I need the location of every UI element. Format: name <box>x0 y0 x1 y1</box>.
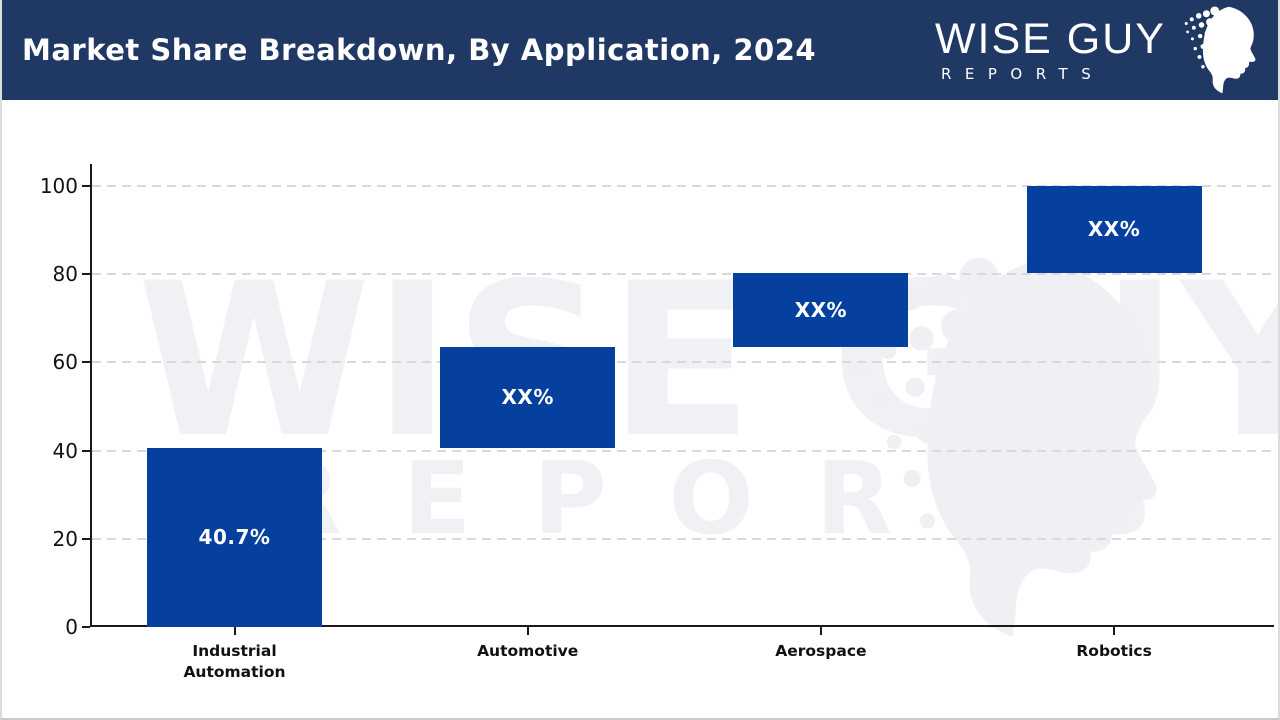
x-category-label: Robotics <box>1076 642 1152 660</box>
gridline-40 <box>92 449 1276 452</box>
x-category-label: Automotive <box>477 642 579 660</box>
bar-robotics: XX% <box>1026 186 1202 273</box>
gridline-60 <box>92 361 1276 364</box>
bar-value-label: XX% <box>501 385 554 410</box>
y-tick-label: 100 <box>39 174 78 198</box>
bar-value-label: 40.7% <box>198 525 271 550</box>
y-tick-mark-100 <box>82 185 90 187</box>
x-tick-mark-2 <box>819 627 822 635</box>
y-tick-mark-20 <box>82 537 90 540</box>
x-category-label: Industrial Automation <box>183 642 286 681</box>
y-tick-label: 60 <box>52 350 78 375</box>
logo-wordmark: WISE GUY <box>934 14 1166 63</box>
chart-title: Market Share Breakdown, By Application, … <box>22 33 817 67</box>
x-category-label: Aerospace <box>775 642 867 660</box>
bar-automotive: XX% <box>440 346 616 448</box>
bar-value-label: XX% <box>794 297 848 322</box>
plot: 0 20 40 60 80 100 40.7% XX% XX% XX% Industrial Aut… <box>40 164 1276 681</box>
bar-aerospace: XX% <box>733 272 909 347</box>
y-tick-label: 40 <box>52 438 78 463</box>
bar-industrial-automation: 40.7% <box>147 447 322 627</box>
y-tick-label: 80 <box>52 262 78 287</box>
x-tick-mark-1 <box>526 627 529 635</box>
x-tick-mark-3 <box>1113 627 1116 635</box>
y-tick-mark-0 <box>82 626 90 628</box>
logo-wordmark-block: WISE GUY REPORTS <box>934 14 1166 83</box>
logo-subtext: REPORTS <box>940 64 1105 83</box>
gridline-20 <box>92 537 1276 540</box>
bar-value-label: XX% <box>1087 217 1141 242</box>
wise-guy-logo: WISE GUY REPORTS <box>935 4 1272 96</box>
y-tick-label: 0 <box>65 615 78 639</box>
y-tick-mark-60 <box>82 361 90 364</box>
logo-head-icon <box>1184 6 1256 94</box>
y-tick-label: 20 <box>52 526 78 551</box>
y-tick-mark-80 <box>82 273 90 276</box>
x-tick-mark-0 <box>233 627 236 635</box>
gridline-100 <box>92 185 1276 187</box>
chart-area: WISE GUY REPORTS 0 20 40 60 80 100 40.7% XX% XX%… <box>2 100 1278 718</box>
gridline-80 <box>92 273 1276 276</box>
header-bar: Market Share Breakdown, By Application, … <box>2 0 1278 100</box>
y-tick-mark-40 <box>82 449 90 452</box>
